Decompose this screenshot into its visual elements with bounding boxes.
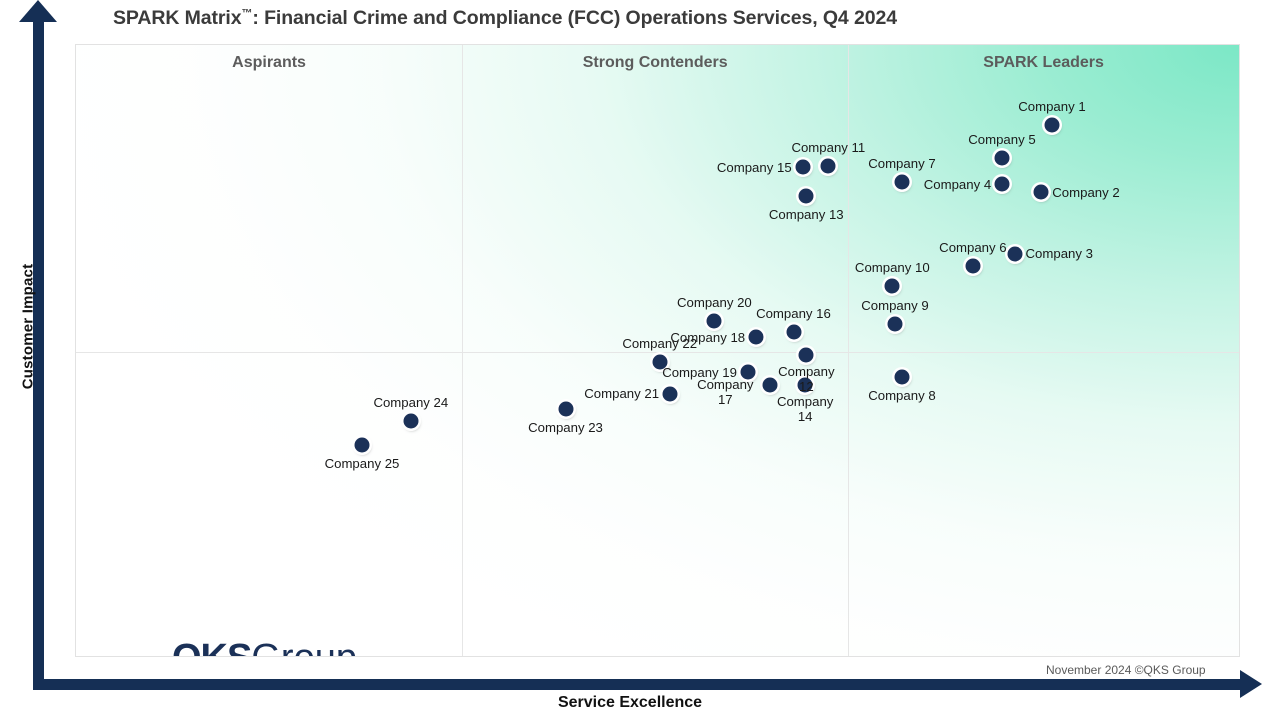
data-point-company-7[interactable] bbox=[894, 174, 910, 190]
x-axis-line bbox=[33, 679, 1248, 690]
data-point-label-company-4: Company 4 bbox=[923, 176, 992, 192]
data-point-label-company-8: Company 8 bbox=[868, 388, 936, 404]
quadrant-header-aspirants: Aspirants bbox=[232, 54, 306, 71]
data-point-company-3[interactable] bbox=[1007, 246, 1023, 262]
data-point-company-9[interactable] bbox=[887, 316, 903, 332]
data-point-label-company-9: Company 9 bbox=[861, 297, 929, 313]
data-point-company-11[interactable] bbox=[820, 158, 836, 174]
data-point-company-21[interactable] bbox=[662, 386, 678, 402]
data-point-label-company-15: Company 15 bbox=[716, 159, 792, 175]
logo-word: Group bbox=[251, 637, 357, 656]
logo-mark: QKS bbox=[172, 637, 252, 656]
data-point-label-company-13: Company 13 bbox=[768, 206, 844, 222]
data-point-label-company-3: Company 3 bbox=[1025, 246, 1093, 262]
data-point-label-company-6: Company 6 bbox=[939, 240, 1007, 256]
copyright-notice: November 2024 ©QKS Group bbox=[1046, 663, 1206, 677]
quadrant-header-strong-contenders: Strong Contenders bbox=[582, 54, 728, 71]
data-point-label-company-11: Company 11 bbox=[791, 139, 866, 155]
x-axis-label: Service Excellence bbox=[557, 694, 703, 711]
plot-area: Aspirants Strong Contenders SPARK Leaders … bbox=[75, 44, 1240, 657]
data-point-company-15[interactable] bbox=[795, 159, 811, 175]
quadrant-divider-horizontal-1 bbox=[76, 351, 1239, 353]
data-point-label-company-16: Company 16 bbox=[756, 305, 831, 321]
chart-title-main: SPARK Matrix bbox=[113, 7, 242, 29]
data-point-label-company-22: Company 22 bbox=[622, 336, 698, 352]
data-point-label-company-10: Company 10 bbox=[854, 259, 930, 275]
data-point-label-company-5: Company 5 bbox=[968, 132, 1036, 148]
data-point-company-10[interactable] bbox=[884, 278, 900, 294]
data-point-company-16[interactable] bbox=[786, 324, 802, 340]
quadrant-divider-vertical-1 bbox=[462, 45, 464, 656]
data-point-label-company-25: Company 25 bbox=[324, 456, 400, 472]
data-point-label-company-12: Company 12 bbox=[778, 363, 835, 394]
data-point-company-6[interactable] bbox=[965, 258, 981, 274]
data-point-label-company-21: Company 21 bbox=[584, 386, 660, 402]
data-point-company-1[interactable] bbox=[1044, 117, 1060, 133]
y-axis-arrow-icon bbox=[19, 0, 57, 22]
quadrant-divider-vertical-2 bbox=[848, 45, 850, 656]
data-point-label-company-20: Company 20 bbox=[676, 295, 752, 311]
data-point-label-company-14: Company 14 bbox=[776, 394, 834, 425]
chart-title-subject: : Financial Crime and Compliance (FCC) O… bbox=[252, 7, 897, 29]
data-point-label-company-2: Company 2 bbox=[1052, 184, 1120, 200]
x-axis-arrow-icon bbox=[1240, 670, 1262, 698]
data-point-company-20[interactable] bbox=[706, 313, 722, 329]
data-point-company-2[interactable] bbox=[1033, 184, 1049, 200]
data-point-company-5[interactable] bbox=[994, 150, 1010, 166]
data-point-company-25[interactable] bbox=[354, 437, 370, 453]
data-point-label-company-19: Company 19 bbox=[662, 364, 737, 380]
data-point-label-company-17: Company 17 bbox=[697, 377, 754, 408]
chart-title: SPARK Matrix™: Financial Crime and Compl… bbox=[113, 7, 897, 30]
data-point-company-24[interactable] bbox=[403, 413, 419, 429]
data-point-label-company-1: Company 1 bbox=[1018, 99, 1086, 115]
data-point-label-company-7: Company 7 bbox=[868, 155, 936, 171]
data-point-label-company-24: Company 24 bbox=[373, 395, 449, 411]
data-point-company-23[interactable] bbox=[558, 401, 574, 417]
data-point-label-company-23: Company 23 bbox=[528, 420, 603, 436]
quadrant-header-spark-leaders: SPARK Leaders bbox=[983, 54, 1104, 71]
data-point-company-4[interactable] bbox=[994, 176, 1010, 192]
data-point-company-8[interactable] bbox=[894, 369, 910, 385]
trademark-symbol: ™ bbox=[241, 7, 253, 20]
data-point-company-13[interactable] bbox=[798, 188, 814, 204]
data-point-company-12[interactable] bbox=[798, 347, 814, 363]
y-axis-label: Customer Impact bbox=[19, 263, 37, 390]
y-axis-line bbox=[33, 18, 44, 690]
data-point-company-18[interactable] bbox=[748, 329, 764, 345]
